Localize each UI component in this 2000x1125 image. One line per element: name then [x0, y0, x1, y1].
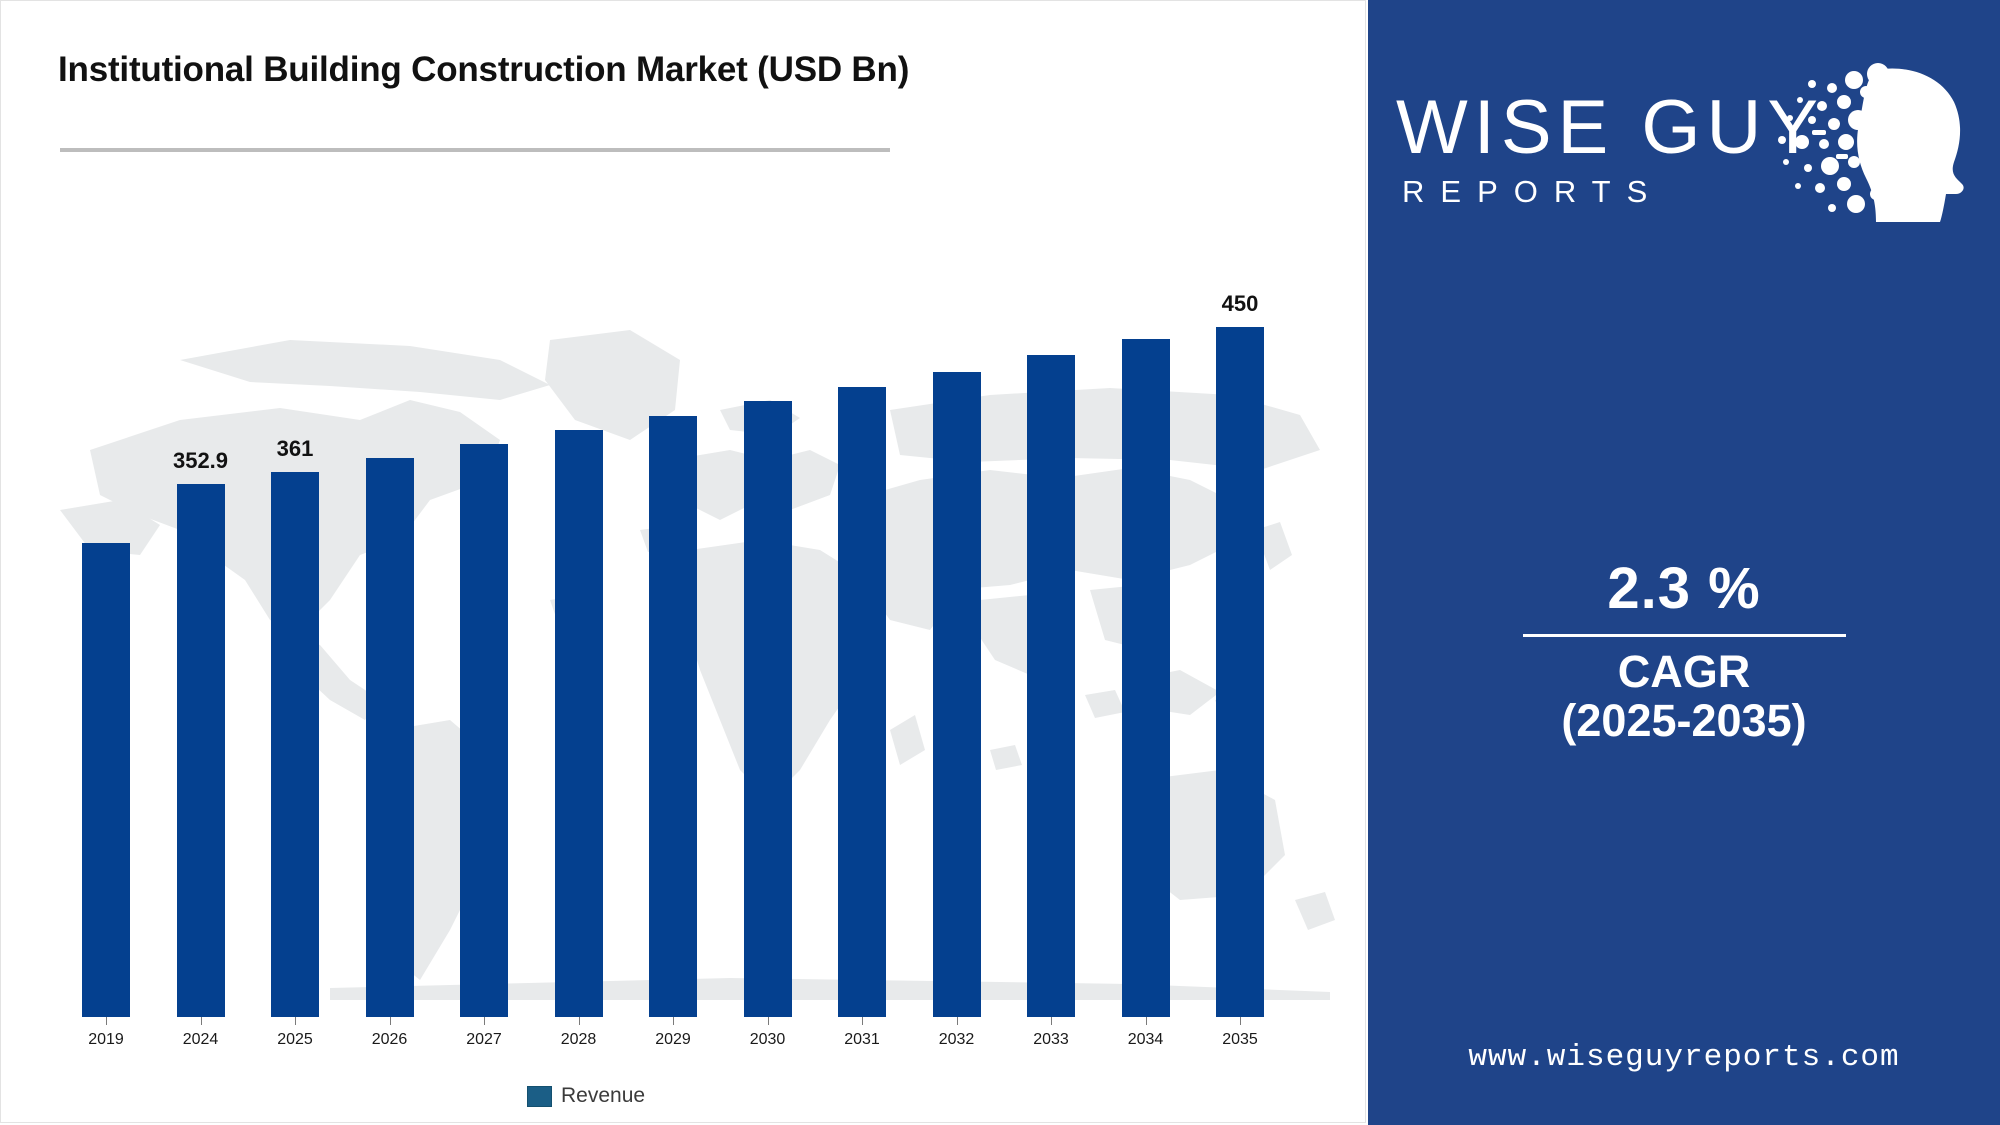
axis-label-2019: 2019 — [88, 1031, 124, 1048]
axis-tick-2034 — [1145, 1017, 1147, 1025]
bar-2026 — [365, 458, 414, 1017]
cagr-label-line1: CAGR — [1617, 646, 1751, 697]
axis-label-2029: 2029 — [655, 1031, 691, 1048]
axis-label-2024: 2024 — [182, 1031, 219, 1048]
bar-2025 — [271, 472, 319, 1017]
axis-label-2031: 2031 — [844, 1031, 880, 1048]
bar-2030 — [743, 401, 792, 1017]
axis-label-2025: 2025 — [277, 1031, 313, 1048]
logo-wordmark: WISE GUY — [1396, 85, 1825, 170]
bar-2024 — [176, 484, 225, 1017]
bar-2027 — [460, 444, 508, 1017]
axis-label-2033: 2033 — [1033, 1031, 1069, 1048]
axis-tick-2029 — [673, 1017, 674, 1025]
legend-swatch-revenue — [527, 1085, 552, 1107]
axis-tick-2033 — [1051, 1017, 1052, 1025]
axis-label-2035: 2035 — [1222, 1031, 1258, 1048]
axis-label-2027: 2027 — [466, 1031, 502, 1048]
bar-2029 — [649, 416, 697, 1017]
wiseguy-logo: WISE GUY REPORTS — [1396, 62, 1972, 222]
bar-2031 — [838, 387, 886, 1017]
bar-value-label-2025: 361 — [276, 436, 314, 461]
axis-tick-2030 — [767, 1017, 769, 1025]
bar-2032 — [932, 372, 981, 1017]
cagr-label-line2: (2025-2035) — [1561, 694, 1807, 746]
brand-side-panel: WISE GUY REPORTS — [1368, 0, 2000, 1125]
axis-label-2030: 2030 — [749, 1031, 786, 1048]
bar-value-label-2035: 450 — [1221, 291, 1259, 316]
chart-panel: Institutional Building Construction Mark… — [0, 0, 1368, 1125]
chart-legend: Revenue — [527, 1084, 645, 1108]
bar-2033 — [1027, 355, 1075, 1017]
bar-2028 — [554, 430, 603, 1017]
axis-tick-2028 — [578, 1017, 580, 1025]
axis-tick-2031 — [862, 1017, 863, 1025]
axis-tick-2025 — [295, 1017, 296, 1025]
axis-label-2028: 2028 — [560, 1031, 597, 1048]
axis-tick-2026 — [389, 1017, 391, 1025]
cagr-divider — [1523, 634, 1846, 637]
axis-label-2034: 2034 — [1127, 1031, 1164, 1048]
axis-tick-2024 — [200, 1017, 202, 1025]
website-url: www.wiseguyreports.com — [1468, 1040, 1900, 1075]
axis-tick-2032 — [956, 1017, 958, 1025]
bar-chart-plot: 2019 352.9 2024 361 2025 2026 2027 2028 2029 2030… — [82, 291, 1264, 1048]
cagr-value: 2.3 % — [1607, 556, 1761, 621]
bar-2035 — [1216, 327, 1264, 1017]
axis-tick-2027 — [484, 1017, 485, 1025]
logo-subwordmark: REPORTS — [1402, 174, 1664, 209]
bar-2034 — [1121, 339, 1170, 1017]
axis-tick-2035 — [1240, 1017, 1241, 1025]
cagr-label: CAGR (2025-2035) — [1368, 646, 2000, 746]
chart-title: Institutional Building Construction Mark… — [58, 50, 910, 89]
axis-tick-2019 — [106, 1017, 107, 1025]
bar-value-label-2024: 352.9 — [172, 448, 229, 473]
axis-label-2026: 2026 — [371, 1031, 408, 1048]
title-divider — [60, 148, 890, 152]
dotted-head-icon — [1778, 63, 1964, 222]
legend-label-revenue: Revenue — [561, 1084, 646, 1107]
axis-label-2032: 2032 — [938, 1031, 975, 1048]
bar-2019 — [82, 543, 130, 1017]
